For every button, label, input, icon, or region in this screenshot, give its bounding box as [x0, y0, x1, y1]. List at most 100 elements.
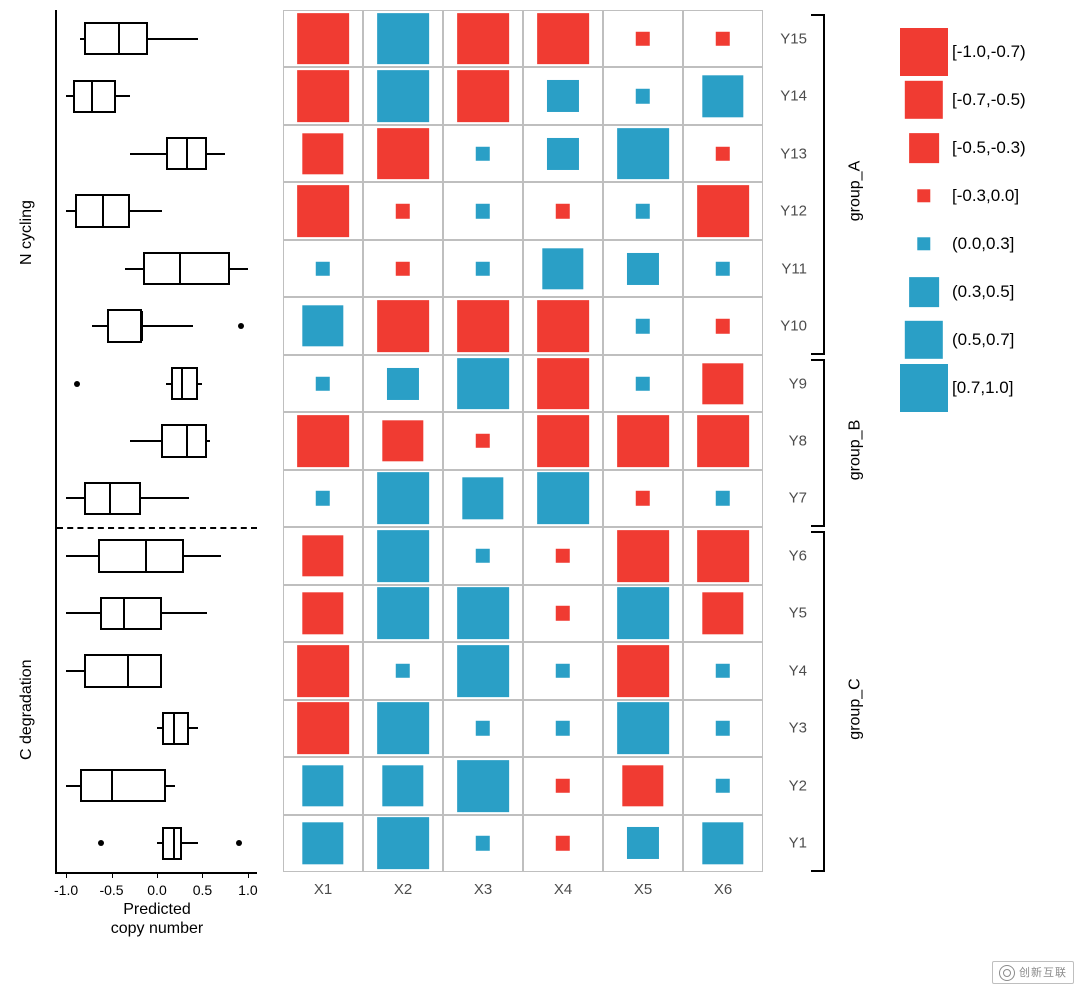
- heatmap-square: [377, 530, 429, 582]
- heatmap-square: [302, 535, 343, 576]
- heatmap-y-label: Y10: [780, 318, 807, 335]
- legend-swatch-holder: [896, 364, 952, 412]
- boxplot-outlier: [236, 840, 242, 846]
- legend-label: (0.3,0.5]: [952, 282, 1014, 302]
- legend-label: [-1.0,-0.7): [952, 42, 1026, 62]
- heatmap-square: [556, 606, 570, 620]
- boxplot-tick: [66, 872, 67, 878]
- legend-row: (0.0,0.3]: [896, 220, 1026, 268]
- heatmap-square: [476, 261, 490, 275]
- boxplot-tick: [202, 872, 203, 878]
- boxplot-median: [173, 829, 175, 858]
- heatmap-square: [547, 80, 579, 112]
- heatmap-square: [377, 588, 429, 640]
- boxplot-outlier: [238, 323, 244, 329]
- boxplot-box: [100, 597, 162, 630]
- heatmap-square: [316, 261, 330, 275]
- legend-swatch: [905, 81, 943, 119]
- heatmap-square: [316, 491, 330, 505]
- heatmap-square: [302, 823, 343, 864]
- heatmap-square: [457, 760, 509, 812]
- heatmap-square: [302, 593, 343, 634]
- heatmap-y-label: Y3: [789, 720, 807, 737]
- heatmap-square: [457, 13, 509, 65]
- heatmap-y-label: Y6: [789, 547, 807, 564]
- heatmap-square: [377, 300, 429, 352]
- heatmap-square: [302, 765, 343, 806]
- legend-swatch-holder: [896, 268, 952, 316]
- legend-row: [-0.3,0.0]: [896, 172, 1026, 220]
- legend-label: (0.0,0.3]: [952, 234, 1014, 254]
- legend-swatch: [905, 321, 943, 359]
- boxplot-median: [173, 714, 175, 743]
- heatmap-group-bracket: [811, 531, 825, 872]
- boxplot-x-title: Predicted copy number: [111, 900, 204, 938]
- heatmap-group-label: group_A: [846, 161, 864, 222]
- legend-swatch-holder: [896, 172, 952, 220]
- heatmap-x-label: X5: [634, 881, 652, 898]
- heatmap-square: [556, 721, 570, 735]
- heatmap-square: [457, 645, 509, 697]
- boxplot-box: [161, 424, 207, 457]
- boxplot-outlier: [74, 381, 80, 387]
- boxplot-tick-label: 0.5: [193, 882, 212, 898]
- boxplot-median: [127, 656, 129, 685]
- heatmap-y-label: Y4: [789, 662, 807, 679]
- boxplot-box: [84, 22, 148, 55]
- legend-label: [-0.7,-0.5): [952, 90, 1026, 110]
- heatmap-y-label: Y1: [789, 835, 807, 852]
- heatmap-square: [476, 146, 490, 160]
- heatmap-square: [547, 138, 579, 170]
- heatmap-square: [702, 593, 743, 634]
- heatmap-square: [537, 358, 589, 410]
- boxplot-box: [143, 252, 229, 285]
- heatmap-y-label: Y14: [780, 88, 807, 105]
- legend-label: [-0.3,0.0]: [952, 186, 1019, 206]
- boxplot-median: [181, 369, 183, 398]
- boxplot-median: [109, 484, 111, 513]
- legend-row: (0.5,0.7]: [896, 316, 1026, 364]
- heatmap-square: [617, 702, 669, 754]
- heatmap-group-label: group_C: [846, 678, 864, 739]
- heatmap-square: [462, 478, 503, 519]
- heatmap-y-label: Y12: [780, 203, 807, 220]
- boxplot-tick-label: -1.0: [54, 882, 78, 898]
- boxplot-tick-label: 1.0: [238, 882, 257, 898]
- heatmap-x-label: X2: [394, 881, 412, 898]
- legend-row: [-0.5,-0.3): [896, 124, 1026, 172]
- heatmap-square: [617, 530, 669, 582]
- heatmap-square: [697, 415, 749, 467]
- heatmap-square: [556, 549, 570, 563]
- heatmap-square: [382, 420, 423, 461]
- legend-swatch: [900, 364, 948, 412]
- heatmap-square: [396, 204, 410, 218]
- boxplot-tick: [112, 872, 113, 878]
- heatmap-square: [297, 13, 349, 65]
- boxplot-box: [75, 194, 130, 227]
- heatmap-square: [476, 204, 490, 218]
- boxplot-group-label-top: N cycling: [18, 200, 36, 265]
- legend-label: [-0.5,-0.3): [952, 138, 1026, 158]
- heatmap-square: [697, 185, 749, 237]
- heatmap-square: [297, 415, 349, 467]
- heatmap-square: [297, 702, 349, 754]
- heatmap-square: [377, 128, 429, 180]
- legend-swatch: [909, 277, 939, 307]
- heatmap-y-label: Y11: [781, 260, 807, 277]
- heatmap-square: [542, 248, 583, 289]
- heatmap-group-bracket: [811, 14, 825, 355]
- boxplot-box: [107, 309, 142, 342]
- heatmap-square: [377, 13, 429, 65]
- legend-swatch-holder: [896, 220, 952, 268]
- heatmap-y-label: Y8: [789, 433, 807, 450]
- legend-swatch-holder: [896, 124, 952, 172]
- heatmap-square: [627, 827, 659, 859]
- heatmap-square: [476, 434, 490, 448]
- legend-row: [0.7,1.0]: [896, 364, 1026, 412]
- heatmap-square: [396, 664, 410, 678]
- heatmap-square: [636, 89, 650, 103]
- heatmap-square: [716, 491, 730, 505]
- heatmap-square: [617, 128, 669, 180]
- legend-swatch: [917, 237, 930, 250]
- heatmap-square: [636, 31, 650, 45]
